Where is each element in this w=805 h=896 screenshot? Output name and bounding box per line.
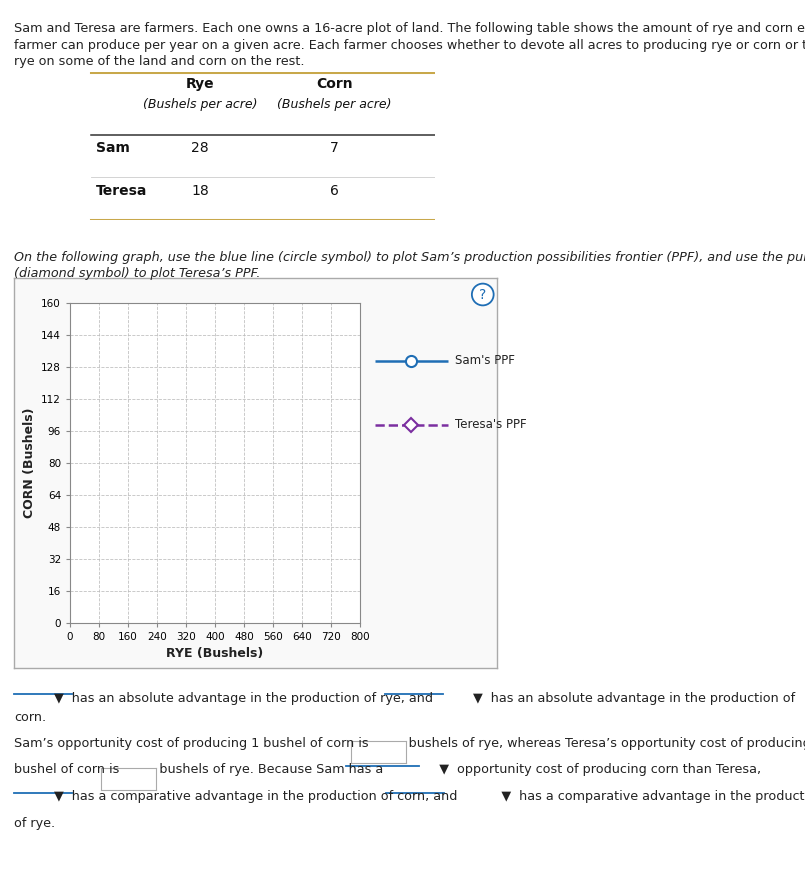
Text: (Bushels per acre): (Bushels per acre)	[143, 99, 258, 111]
Text: On the following graph, use the blue line (circle symbol) to plot Sam’s producti: On the following graph, use the blue lin…	[14, 251, 805, 264]
Text: of rye.: of rye.	[14, 817, 56, 831]
Text: rye on some of the land and corn on the rest.: rye on some of the land and corn on the …	[14, 55, 305, 68]
Text: 18: 18	[192, 184, 209, 198]
Text: ▼  has an absolute advantage in the production of rye, and          ▼  has an ab: ▼ has an absolute advantage in the produ…	[14, 692, 795, 705]
Text: Teresa's PPF: Teresa's PPF	[455, 418, 526, 431]
Text: farmer can produce per year on a given acre. Each farmer chooses whether to devo: farmer can produce per year on a given a…	[14, 39, 805, 52]
Text: 7: 7	[330, 142, 339, 155]
Text: corn.: corn.	[14, 711, 47, 725]
Text: Rye: Rye	[186, 77, 215, 90]
Text: Sam and Teresa are farmers. Each one owns a 16-acre plot of land. The following : Sam and Teresa are farmers. Each one own…	[14, 22, 805, 36]
Text: Teresa: Teresa	[96, 184, 147, 198]
Text: (diamond symbol) to plot Teresa’s PPF.: (diamond symbol) to plot Teresa’s PPF.	[14, 267, 261, 280]
Text: bushel of corn is          bushels of rye. Because Sam has a              ▼  opp: bushel of corn is bushels of rye. Becaus…	[14, 763, 762, 777]
X-axis label: RYE (Bushels): RYE (Bushels)	[167, 647, 263, 660]
Text: ?: ?	[479, 288, 486, 301]
Text: 28: 28	[192, 142, 209, 155]
Y-axis label: CORN (Bushels): CORN (Bushels)	[23, 408, 35, 518]
Text: Sam’s opportunity cost of producing 1 bushel of corn is          bushels of rye,: Sam’s opportunity cost of producing 1 bu…	[14, 737, 805, 750]
Text: Sam's PPF: Sam's PPF	[455, 354, 514, 367]
Text: Corn: Corn	[316, 77, 353, 90]
Text: ▼  has a comparative advantage in the production of corn, and           ▼  has a: ▼ has a comparative advantage in the pro…	[14, 790, 805, 804]
Text: (Bushels per acre): (Bushels per acre)	[277, 99, 391, 111]
Text: 6: 6	[330, 184, 339, 198]
Text: Sam: Sam	[96, 142, 130, 155]
